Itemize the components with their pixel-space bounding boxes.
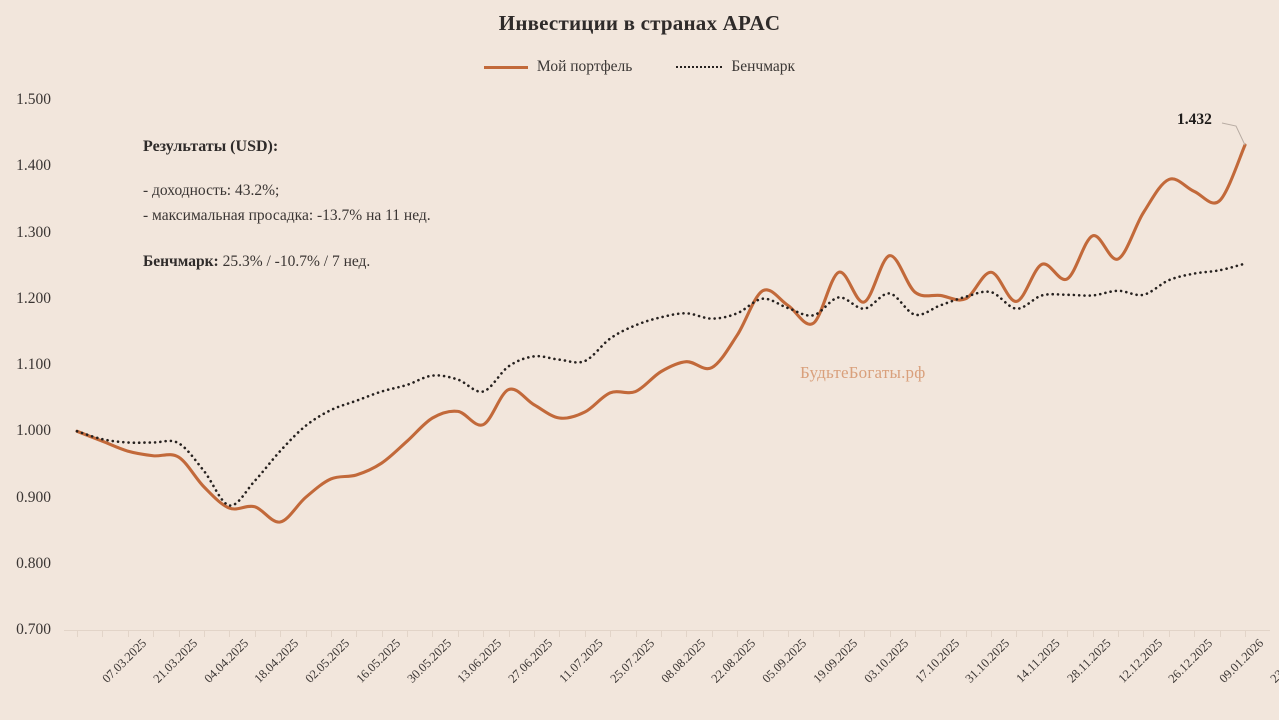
watermark: БудьтеБогаты.рф [800, 363, 926, 382]
results-annotation-drawdown: - максимальная просадка: -13.7% на 11 не… [143, 207, 431, 225]
legend-item-portfolio[interactable]: Мой портфель [483, 58, 633, 76]
x-axis-tick [508, 630, 510, 637]
y-axis-tick-label: 1.500 [16, 91, 51, 108]
x-axis-tick [280, 630, 282, 637]
x-axis-tick [457, 630, 459, 637]
x-axis-tick [407, 630, 409, 637]
series-line-benchmark [75, 262, 1247, 507]
x-axis-tick [305, 630, 307, 637]
legend-swatch-dotted-line-icon [676, 66, 723, 68]
y-axis-tick-label: 1.200 [16, 289, 51, 307]
legend-label-portfolio: Мой портфель [536, 58, 633, 75]
x-axis-tick [914, 630, 916, 637]
results-annotation-benchmark-label: Бенчмарк: [143, 252, 219, 270]
x-axis-tick [127, 630, 129, 637]
x-axis-tick [534, 630, 536, 637]
x-axis-tick [356, 630, 358, 637]
x-axis-tick [991, 630, 993, 637]
x-axis-tick [965, 630, 967, 637]
x-axis-tick [1118, 630, 1120, 637]
results-annotation-benchmark-value: 25.3% / -10.7% / 7 нед. [222, 252, 371, 270]
legend-label-benchmark: Бенчмарк [731, 58, 796, 75]
x-axis-tick [330, 630, 332, 637]
x-axis-line [64, 630, 1270, 631]
chart-legend: Мой портфель Бенчмарк [0, 58, 1279, 76]
x-axis-tick [889, 630, 891, 637]
x-axis-tick [381, 630, 383, 637]
x-axis-tick [661, 630, 662, 637]
series-line-portfolio [75, 143, 1247, 524]
x-axis-tick [584, 630, 586, 637]
y-axis-tick-label: 1.300 [16, 223, 51, 241]
x-axis-tick [229, 630, 231, 637]
x-axis-tick [940, 630, 942, 637]
x-axis-tick [254, 630, 256, 637]
x-axis-tick [864, 630, 866, 637]
y-axis-tick-label: 0.800 [16, 554, 51, 572]
x-axis-tick [1194, 630, 1196, 637]
x-axis-tick [559, 630, 561, 637]
x-axis-tick [153, 630, 155, 637]
x-axis-tick [432, 630, 434, 637]
chart-title: Инвестиции в странах APAC [498, 11, 781, 35]
results-annotation-return: - доходность: 43.2%; [143, 182, 280, 199]
x-axis-tick [178, 630, 180, 637]
x-axis-tick [1168, 630, 1170, 637]
y-axis-labels: 0.700 0.800 0.900 1.000 1.100 1.200 1.300 1.400… [0, 0, 60, 720]
x-axis-tick [1219, 630, 1221, 637]
x-axis-tick [1016, 630, 1018, 637]
end-label-leader-line [1221, 122, 1246, 146]
results-annotation-benchmark: Бенчмарк: 25.3% / -10.7% / 7 нед. [143, 250, 431, 273]
y-axis-tick-label: 1.100 [16, 356, 51, 373]
x-axis-tick [1041, 630, 1043, 637]
x-axis-tick [483, 630, 485, 637]
x-axis-tick [686, 630, 688, 637]
x-axis-tick [1092, 630, 1094, 637]
x-axis-tick [102, 630, 104, 637]
legend-item-benchmark[interactable]: Бенчмарк [676, 58, 795, 76]
x-axis-tick [762, 630, 764, 637]
x-axis-tick [1067, 630, 1069, 637]
x-axis-tick [1143, 630, 1145, 637]
legend-swatch-solid-line-icon [483, 65, 528, 69]
x-axis-tick [711, 630, 713, 637]
results-annotation-title: Результаты (USD): [143, 138, 279, 155]
end-value-label: 1.432 [1177, 111, 1212, 128]
x-axis-tick [838, 630, 840, 637]
x-axis-tick [813, 630, 815, 637]
y-axis-tick-label: 0.700 [16, 621, 51, 638]
x-axis-tick [737, 630, 739, 637]
x-axis-tick [1245, 630, 1246, 637]
y-axis-tick-label: 1.400 [16, 157, 51, 175]
x-axis-tick [610, 630, 612, 637]
x-axis-tick [77, 630, 78, 637]
x-axis-tick [787, 630, 789, 637]
x-axis-tick [635, 630, 637, 637]
x-axis-tick [203, 630, 205, 637]
y-axis-tick-label: 0.900 [16, 488, 51, 506]
results-annotation: Результаты (USD): - доходность: 43.2%; -… [143, 135, 431, 273]
y-axis-tick-label: 1.000 [16, 422, 51, 440]
